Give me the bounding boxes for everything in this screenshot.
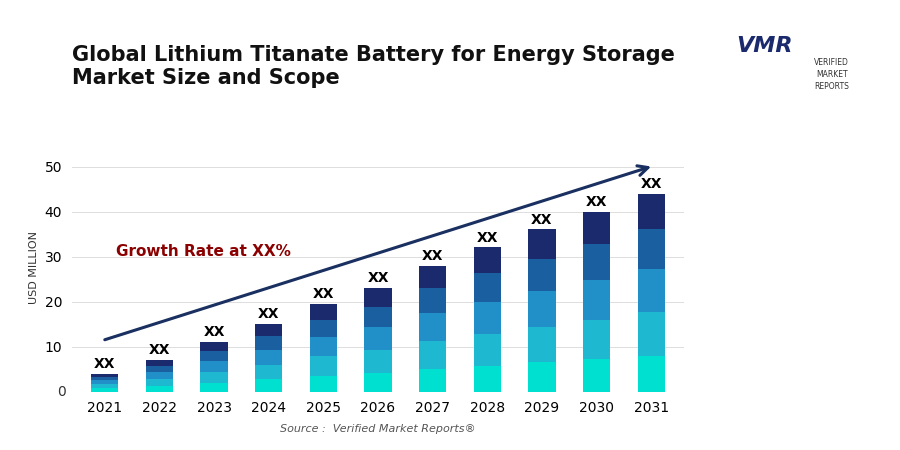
Text: Source :  Verified Market Reports®: Source : Verified Market Reports® [280, 424, 476, 434]
Bar [583, 244, 610, 280]
Text: XX: XX [476, 231, 498, 245]
Bar [473, 302, 501, 334]
Bar [419, 341, 446, 369]
Text: XX: XX [203, 325, 225, 339]
Bar [364, 373, 392, 392]
Bar [91, 384, 119, 388]
Text: XX: XX [586, 195, 608, 209]
Bar [528, 327, 555, 362]
Bar [637, 269, 665, 312]
Bar [146, 386, 173, 392]
Text: XX: XX [258, 307, 280, 321]
Y-axis label: USD MILLION: USD MILLION [29, 231, 39, 304]
Bar [583, 359, 610, 392]
Bar [146, 366, 173, 372]
Text: VERIFIED
MARKET
REPORTS: VERIFIED MARKET REPORTS [814, 58, 849, 91]
Text: XX: XX [367, 271, 389, 285]
Bar [528, 230, 555, 259]
Bar [91, 380, 119, 384]
Bar [364, 306, 392, 327]
Bar [473, 274, 501, 302]
Text: Global Lithium Titanate Battery for Energy Storage
Market Size and Scope: Global Lithium Titanate Battery for Ener… [72, 45, 675, 88]
Bar [528, 362, 555, 392]
Bar [528, 291, 555, 327]
Bar [419, 369, 446, 392]
Bar [637, 356, 665, 392]
Bar [201, 342, 228, 351]
Bar [310, 356, 337, 376]
Text: VMR: VMR [737, 36, 793, 56]
Bar [91, 374, 119, 377]
Bar [528, 259, 555, 291]
Bar [310, 320, 337, 337]
Bar [364, 350, 392, 373]
Bar [637, 194, 665, 229]
Bar [310, 337, 337, 356]
Bar [583, 280, 610, 319]
Bar [91, 377, 119, 380]
Text: XX: XX [94, 357, 115, 371]
Bar [419, 266, 446, 288]
Text: XX: XX [312, 287, 334, 301]
Bar [255, 379, 283, 392]
Bar [146, 360, 173, 366]
Bar [583, 212, 610, 244]
Bar [637, 229, 665, 269]
Bar [255, 364, 283, 379]
Text: 0: 0 [57, 384, 66, 399]
Bar [473, 248, 501, 274]
Bar [255, 324, 283, 336]
Bar [91, 388, 119, 392]
Bar [201, 382, 228, 392]
Bar [146, 372, 173, 379]
Bar [473, 365, 501, 392]
Bar [364, 327, 392, 350]
Text: XX: XX [148, 343, 170, 357]
Bar [473, 334, 501, 365]
Bar [146, 379, 173, 386]
Bar [583, 320, 610, 359]
Text: Growth Rate at XX%: Growth Rate at XX% [116, 244, 291, 260]
Bar [310, 376, 337, 392]
Bar [201, 351, 228, 361]
Text: XX: XX [531, 213, 553, 227]
Bar [255, 350, 283, 365]
Bar [201, 361, 228, 372]
Bar [419, 288, 446, 313]
Bar [255, 336, 283, 350]
Bar [419, 313, 446, 341]
Bar [364, 288, 392, 306]
Bar [310, 304, 337, 319]
Text: XX: XX [641, 177, 662, 191]
Bar [201, 372, 228, 382]
Bar [637, 312, 665, 356]
Text: XX: XX [422, 249, 444, 263]
